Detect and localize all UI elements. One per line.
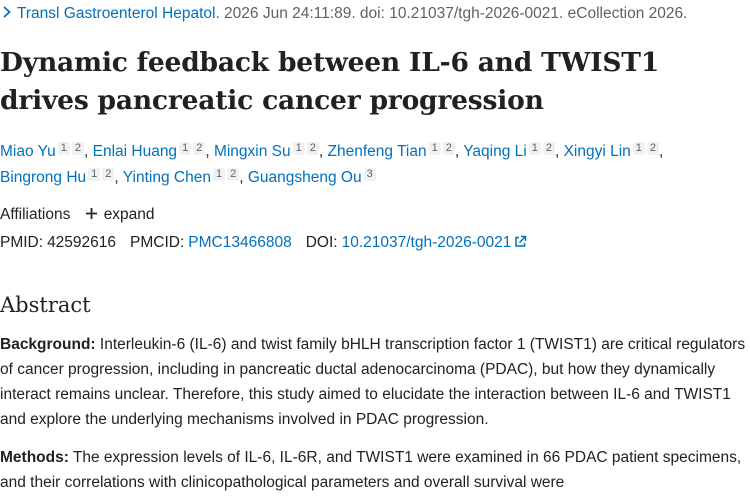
affiliation-number-badge[interactable]: 2 <box>193 142 206 155</box>
affiliation-number-badge[interactable]: 1 <box>88 168 101 181</box>
doi-label: DOI: <box>305 234 338 251</box>
abstract-heading: Abstract <box>0 293 91 317</box>
affiliation-number-badge[interactable]: 1 <box>292 142 305 155</box>
affiliation-number-badge[interactable]: 2 <box>306 142 319 155</box>
author-name-link[interactable]: Mingxin Su <box>213 143 291 160</box>
methods-text: The expression levels of IL-6, IL-6R, an… <box>0 449 742 491</box>
affiliation-number-badge[interactable]: 2 <box>542 142 555 155</box>
author-name-link[interactable]: Miao Yu <box>0 143 56 160</box>
article-title: Dynamic feedback between IL-6 and TWIST1… <box>0 47 660 116</box>
author-name-link[interactable]: Enlai Huang <box>92 143 178 160</box>
author-item: Yaqing Li 1 2, <box>463 142 560 160</box>
author-name-link[interactable]: Yaqing Li <box>463 143 527 160</box>
author-separator: , <box>114 169 119 186</box>
author-item: Enlai Huang 1 2, <box>92 142 210 160</box>
background-text: Interleukin-6 (IL-6) and twist family bH… <box>0 336 746 428</box>
external-link-icon[interactable] <box>514 235 527 248</box>
author-separator: , <box>83 143 89 160</box>
author-item: Mingxin Su 1 2, <box>213 142 324 160</box>
author-separator: , <box>554 143 560 160</box>
expand-label: expand <box>103 206 155 223</box>
identifiers-line: PMID: 42592616 PMCID: PMC13466808 DOI: 10.210… <box>0 233 527 253</box>
author-item: Zhenfeng Tian 1 2, <box>327 142 460 160</box>
doi-link[interactable]: 10.21037/tgh-2026-0021 <box>341 234 512 251</box>
author-item: Guangsheng Ou 3 <box>247 168 376 186</box>
affiliation-number-badge[interactable]: 1 <box>632 142 645 155</box>
affiliation-number-badge[interactable]: 2 <box>102 168 115 181</box>
affiliation-number-badge[interactable]: 1 <box>57 142 70 155</box>
author-name-link[interactable]: Xingyi Lin <box>563 143 631 160</box>
affiliation-number-badge[interactable]: 2 <box>227 168 240 181</box>
citation-details: . 2026 Jun 24:11:89. doi: 10.21037/tgh-2… <box>215 5 688 22</box>
author-name-link[interactable]: Guangsheng Ou <box>247 169 362 186</box>
affiliation-number-badge[interactable]: 1 <box>428 142 441 155</box>
affiliations-label: Affiliations <box>0 206 71 223</box>
affiliation-number-badge[interactable]: 3 <box>363 168 376 181</box>
author-separator: , <box>454 143 460 160</box>
pmid-value: 42592616 <box>47 234 117 251</box>
plus-icon <box>85 208 97 219</box>
expand-affiliations-button[interactable]: expand <box>85 206 155 223</box>
pmid-label: PMID: <box>0 234 44 251</box>
author-name-link[interactable]: Zhenfeng Tian <box>327 143 427 160</box>
abstract-methods-paragraph: Methods: The expression levels of IL-6, … <box>0 445 748 495</box>
affiliation-number-badge[interactable]: 1 <box>212 168 226 181</box>
pmcid-label: PMCID: <box>130 234 185 251</box>
author-separator: , <box>659 143 664 160</box>
affiliation-number-badge[interactable]: 1 <box>528 142 541 155</box>
author-separator: , <box>239 169 244 186</box>
citation-line: Transl Gastroenterol Hepatol. 2026 Jun 2… <box>0 4 750 24</box>
author-item: Xingyi Lin 1 2, <box>563 142 664 160</box>
author-item: Bingrong Hu 1 2, <box>0 168 119 186</box>
pmcid-link[interactable]: PMC13466808 <box>188 234 292 251</box>
author-item: Miao Yu 1 2, <box>0 142 89 160</box>
author-name-link[interactable]: Bingrong Hu <box>0 169 87 186</box>
affiliation-number-badge[interactable]: 1 <box>179 142 192 155</box>
journal-link[interactable]: Transl Gastroenterol Hepatol <box>17 5 216 22</box>
affiliation-number-badge[interactable]: 2 <box>646 142 660 155</box>
author-name-link[interactable]: Yinting Chen <box>122 169 211 186</box>
author-separator: , <box>205 143 210 160</box>
affiliation-number-badge[interactable]: 2 <box>442 142 455 155</box>
background-label: Background: <box>0 336 96 353</box>
author-separator: , <box>318 143 324 160</box>
author-list: Miao Yu 1 2, Enlai Huang 1 2, Mingxin Su 1 2, … <box>0 139 745 191</box>
author-item: Yinting Chen 1 2, <box>122 168 244 186</box>
affiliations-section: Affiliations expand <box>0 205 155 225</box>
methods-label: Methods: <box>0 449 69 466</box>
abstract-background-paragraph: Background: Interleukin-6 (IL-6) and twi… <box>0 332 748 432</box>
chevron-right-icon <box>3 6 11 18</box>
affiliation-number-badge[interactable]: 2 <box>71 142 84 155</box>
